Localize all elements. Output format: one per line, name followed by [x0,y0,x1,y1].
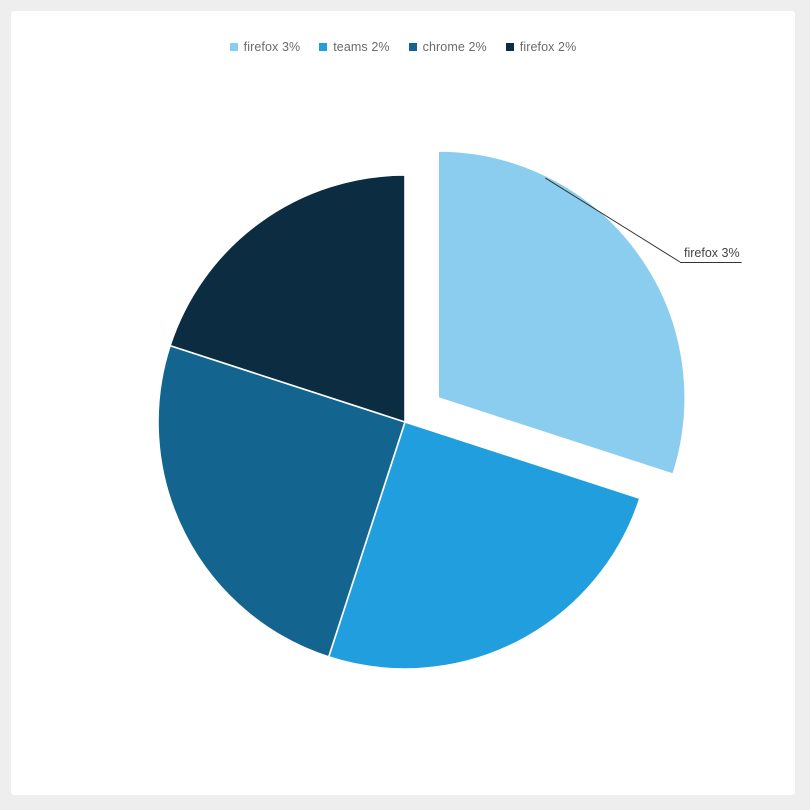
chart-card: firefox 3% teams 2% chrome 2% firefox 2%… [11,11,795,795]
pie-chart-svg: firefox 3% [157,150,742,670]
legend-swatch-icon [319,43,328,51]
legend-item-teams-2[interactable]: teams 2% [319,40,390,54]
pie-slices-group [157,150,686,670]
pie-chart-area: firefox 3% [11,11,795,795]
legend-item-firefox-3[interactable]: firefox 3% [229,40,301,54]
annotation-leader-line [545,177,681,263]
legend-item-label: firefox 2% [519,40,577,54]
legend-swatch-icon [408,43,417,51]
pie-slice[interactable] [437,150,686,476]
legend-item-chrome-2[interactable]: chrome 2% [408,40,487,54]
pie-slice[interactable] [169,174,406,424]
legend-swatch-icon [505,43,514,51]
slice-annotation-label: firefox 3% [684,246,740,260]
legend-item-firefox-2[interactable]: firefox 2% [505,40,577,54]
legend-item-label: firefox 3% [243,40,301,54]
legend-swatch-icon [229,43,238,51]
pie-slice[interactable] [327,420,641,670]
pie-annotations-group: firefox 3% [545,177,742,263]
legend-item-label: teams 2% [333,40,390,54]
pie-slice[interactable] [157,344,407,658]
chart-legend: firefox 3% teams 2% chrome 2% firefox 2% [11,40,795,54]
legend-item-label: chrome 2% [422,40,487,54]
